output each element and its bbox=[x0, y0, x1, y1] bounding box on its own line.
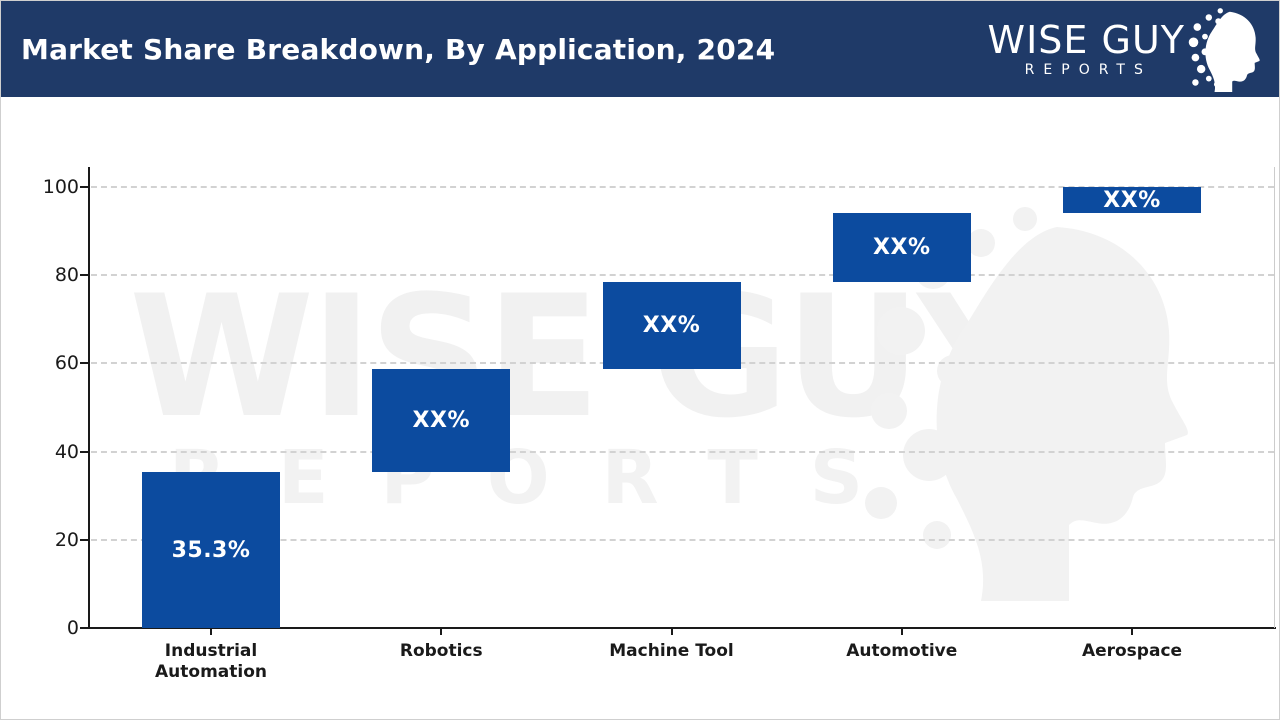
bar-machine-tool: XX% bbox=[602, 282, 741, 369]
y-tick-label: 40 bbox=[54, 440, 79, 463]
x-tick-mark bbox=[670, 629, 673, 635]
header-bar: Market Share Breakdown, By Application, … bbox=[1, 1, 1279, 97]
x-category-label: Robotics bbox=[399, 641, 483, 661]
bar-robotics: XX% bbox=[372, 368, 511, 473]
logo-head-icon bbox=[1188, 8, 1260, 92]
logo-text: WISE GUY REPORTS bbox=[988, 21, 1185, 77]
y-tick-mark bbox=[80, 627, 89, 629]
logo-reports-label: REPORTS bbox=[1024, 62, 1152, 78]
y-tick-label: 20 bbox=[54, 528, 79, 551]
y-tick-label: 60 bbox=[54, 352, 79, 375]
y-tick-label: 0 bbox=[66, 617, 79, 639]
x-tick-mark bbox=[900, 629, 903, 635]
gridline-40 bbox=[91, 450, 1274, 453]
bar-value-label: XX% bbox=[412, 408, 470, 433]
logo-wiseguy-label: WISE GUY bbox=[987, 18, 1185, 62]
y-axis-line bbox=[88, 167, 90, 629]
y-tick-mark bbox=[80, 538, 89, 541]
bar-automotive: XX% bbox=[832, 213, 971, 283]
bar-value-label: XX% bbox=[642, 312, 701, 338]
bar-value-label: XX% bbox=[1103, 187, 1161, 213]
x-category-label: Automotive bbox=[846, 641, 958, 661]
y-tick-mark bbox=[80, 274, 89, 277]
x-category-label: Industrial Automation bbox=[155, 641, 267, 682]
bar-value-label: 35.3% bbox=[171, 537, 251, 563]
bar-industrial-automation: 35.3% bbox=[142, 472, 280, 628]
bar-value-label: XX% bbox=[873, 235, 931, 261]
y-tick-mark bbox=[80, 186, 89, 188]
x-tick-mark bbox=[440, 629, 443, 635]
bar-aerospace: XX% bbox=[1063, 187, 1201, 214]
x-category-label: Aerospace bbox=[1081, 641, 1183, 661]
gridline-80 bbox=[91, 274, 1274, 277]
x-tick-mark bbox=[1131, 629, 1133, 635]
x-category-label: Machine Tool bbox=[609, 641, 734, 661]
gridline-20 bbox=[91, 538, 1274, 541]
wise-guy-reports-logo: WISE GUY REPORTS bbox=[988, 6, 1265, 92]
plot-right-border bbox=[1274, 167, 1275, 628]
y-tick-mark bbox=[80, 450, 89, 453]
x-tick-mark bbox=[210, 629, 212, 635]
y-tick-mark bbox=[80, 362, 89, 365]
x-axis-line bbox=[88, 627, 1276, 629]
y-tick-label: 100 bbox=[42, 176, 79, 198]
page-title: Market Share Breakdown, By Application, … bbox=[21, 32, 776, 66]
gridline-100 bbox=[91, 186, 1274, 188]
y-tick-label: 80 bbox=[54, 264, 79, 287]
